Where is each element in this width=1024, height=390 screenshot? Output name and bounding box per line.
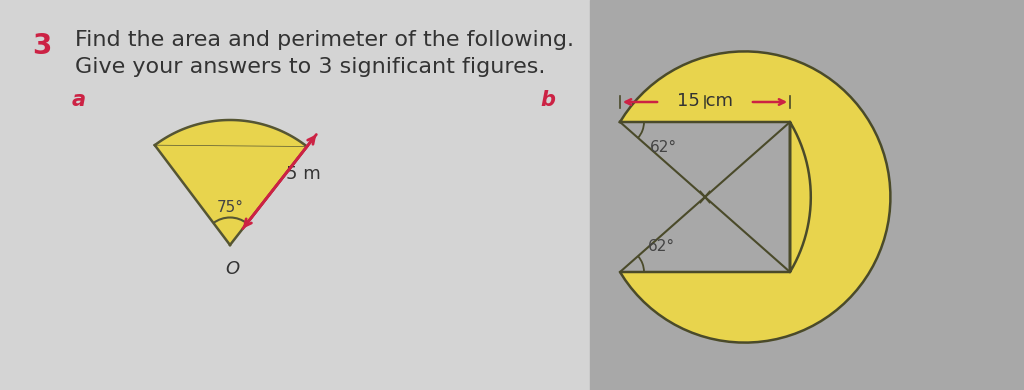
Text: 62°: 62° (650, 140, 677, 155)
Text: 75°: 75° (217, 200, 244, 215)
Polygon shape (155, 120, 307, 245)
Text: O: O (225, 260, 239, 278)
Bar (0, 0, 590, 390)
Text: Give your answers to 3 significant figures.: Give your answers to 3 significant figur… (75, 57, 546, 77)
Bar (590, 0, 1024, 390)
Polygon shape (620, 51, 890, 342)
Text: Find the area and perimeter of the following.: Find the area and perimeter of the follo… (75, 30, 574, 50)
Text: b: b (540, 90, 555, 110)
Text: 15 cm: 15 cm (677, 92, 733, 110)
Text: 62°: 62° (648, 239, 675, 254)
Text: 5 m: 5 m (287, 165, 322, 183)
Text: a: a (72, 90, 86, 110)
Text: 3: 3 (32, 32, 51, 60)
